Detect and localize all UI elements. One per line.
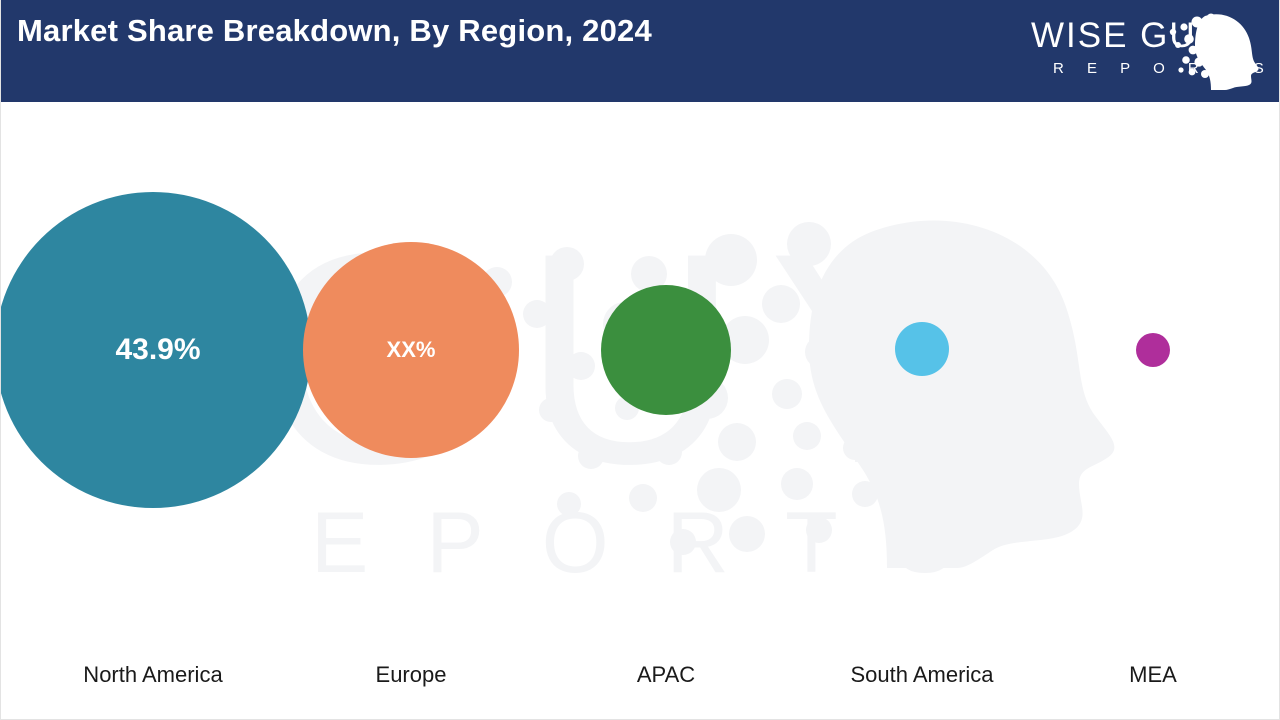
page-title: Market Share Breakdown, By Region, 2024 — [17, 13, 652, 48]
bubble-mea[interactable] — [1136, 333, 1170, 367]
category-label-north-america: North America — [83, 662, 223, 687]
bubble-south-america[interactable] — [895, 322, 949, 376]
bubble-value-north-america: 43.9% — [115, 333, 201, 366]
chart-plot-area: GUY EPORTS — [1, 102, 1279, 719]
category-label-mea: MEA — [1129, 662, 1177, 687]
bubble-value-europe: XX% — [386, 337, 436, 362]
bubble-europe[interactable]: XX% — [303, 242, 519, 458]
category-label-row: North America Europe APAC South America … — [1, 662, 1279, 719]
category-label-europe: Europe — [375, 662, 447, 687]
bubble-north-america[interactable]: 43.9% — [1, 192, 311, 508]
head-profile-dots-icon — [1169, 13, 1259, 90]
chart-header: Market Share Breakdown, By Region, 2024 … — [1, 0, 1279, 102]
bubble-series: 43.9% XX% — [1, 102, 1279, 662]
category-label-apac: APAC — [636, 662, 696, 687]
category-label-south-america: South America — [850, 662, 994, 687]
brand-logo: WISE GUY R E P O R T S — [1031, 12, 1264, 90]
bubble-apac[interactable] — [601, 285, 731, 415]
